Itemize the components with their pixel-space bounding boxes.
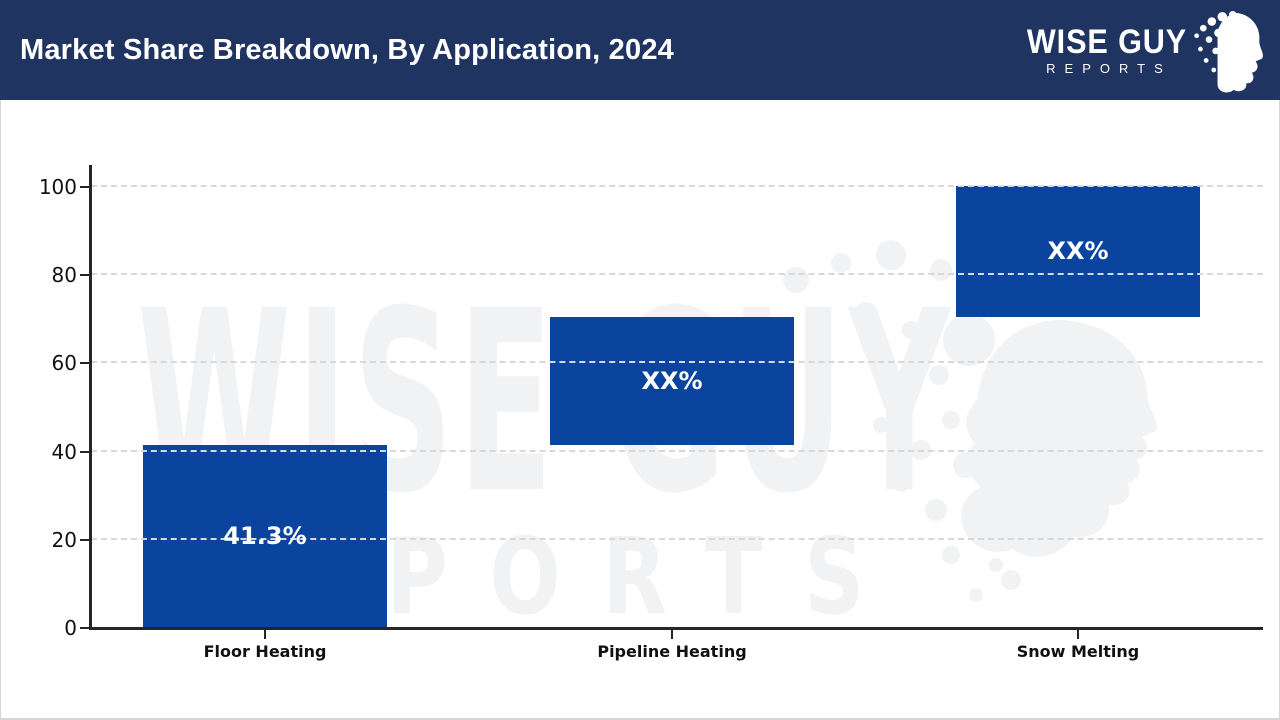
logo-text: WISE GUY REPORTS	[1018, 25, 1196, 75]
y-tick-label: 100	[38, 175, 77, 199]
y-tick	[80, 274, 89, 277]
y-tick-label: 60	[51, 351, 77, 376]
chart-panel: WISE GUY REPORTS 41.3% XX% XX% 0 20 40 60 80 100…	[0, 100, 1280, 720]
y-tick-label: 20	[51, 527, 77, 552]
logo-head-icon	[1194, 11, 1263, 93]
bar-value-label: XX%	[641, 366, 703, 395]
page-title: Market Share Breakdown, By Application, …	[20, 33, 674, 66]
gridline-40	[91, 449, 1263, 452]
y-tick	[80, 538, 89, 541]
y-tick-label: 0	[64, 616, 77, 640]
x-axis	[89, 627, 1263, 630]
y-tick	[80, 362, 89, 365]
bar-value-label: 41.3%	[223, 521, 307, 550]
gridline-60	[91, 361, 1263, 364]
watermark-head-icon	[783, 240, 1157, 602]
gridline-100	[91, 185, 1263, 187]
y-tick	[80, 186, 89, 188]
y-axis	[89, 165, 92, 630]
gridline-20	[91, 537, 1263, 540]
bar-pipeline-heating	[550, 316, 794, 445]
x-tick-label-2: Pipeline Heating	[597, 642, 747, 661]
x-tick	[264, 630, 266, 639]
y-tick	[80, 450, 89, 453]
x-tick	[671, 630, 673, 639]
wiseguy-logo: WISE GUY REPORTS	[1018, 7, 1266, 93]
x-tick-label-1: Floor Heating	[203, 642, 327, 661]
y-tick-label: 40	[51, 439, 77, 464]
x-tick-label-3: Snow Melting	[1016, 642, 1140, 661]
x-tick	[1077, 630, 1079, 639]
y-tick-label: 80	[51, 263, 77, 288]
logo-wordmark: WISE GUY	[1026, 23, 1188, 61]
header: Market Share Breakdown, By Application, …	[0, 0, 1280, 100]
logo-reports-label: REPORTS	[1046, 61, 1172, 76]
bar-snow-melting	[956, 186, 1200, 317]
y-tick	[80, 627, 89, 629]
bar-value-label: XX%	[1047, 237, 1109, 266]
bar-floor-heating	[143, 444, 387, 627]
plot-area: 41.3% XX% XX% 0 20 40 60 80 100 Floor Heating Pipe…	[1, 100, 1279, 718]
gridline-80	[91, 273, 1263, 276]
